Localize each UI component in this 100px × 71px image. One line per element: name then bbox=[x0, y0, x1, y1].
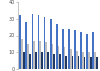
Bar bbox=[86, 34, 88, 69]
Bar bbox=[94, 52, 96, 69]
Bar bbox=[66, 56, 67, 69]
Bar bbox=[32, 14, 33, 69]
Bar bbox=[44, 17, 46, 69]
Bar bbox=[39, 40, 41, 69]
Bar bbox=[90, 57, 92, 69]
Bar bbox=[80, 32, 82, 69]
Bar bbox=[64, 47, 66, 69]
Bar bbox=[76, 50, 78, 69]
Bar bbox=[59, 54, 61, 69]
Bar bbox=[74, 30, 76, 69]
Bar bbox=[84, 57, 86, 69]
Bar bbox=[27, 44, 29, 69]
Bar bbox=[41, 52, 43, 69]
Bar bbox=[19, 15, 21, 69]
Bar bbox=[46, 42, 47, 69]
Bar bbox=[26, 22, 27, 69]
Bar bbox=[23, 52, 25, 69]
Bar bbox=[68, 29, 70, 69]
Bar bbox=[96, 57, 98, 69]
Bar bbox=[56, 24, 58, 69]
Bar bbox=[78, 56, 79, 69]
Bar bbox=[21, 39, 23, 69]
Bar bbox=[38, 15, 39, 69]
Bar bbox=[72, 56, 73, 69]
Bar bbox=[52, 44, 53, 69]
Bar bbox=[29, 54, 31, 69]
Bar bbox=[58, 46, 59, 69]
Bar bbox=[47, 52, 49, 69]
Bar bbox=[50, 19, 52, 69]
Bar bbox=[53, 54, 55, 69]
Bar bbox=[62, 29, 64, 69]
Bar bbox=[35, 52, 37, 69]
Bar bbox=[88, 52, 90, 69]
Bar bbox=[33, 40, 35, 69]
Bar bbox=[70, 49, 71, 69]
Bar bbox=[82, 52, 84, 69]
Bar bbox=[92, 32, 94, 69]
